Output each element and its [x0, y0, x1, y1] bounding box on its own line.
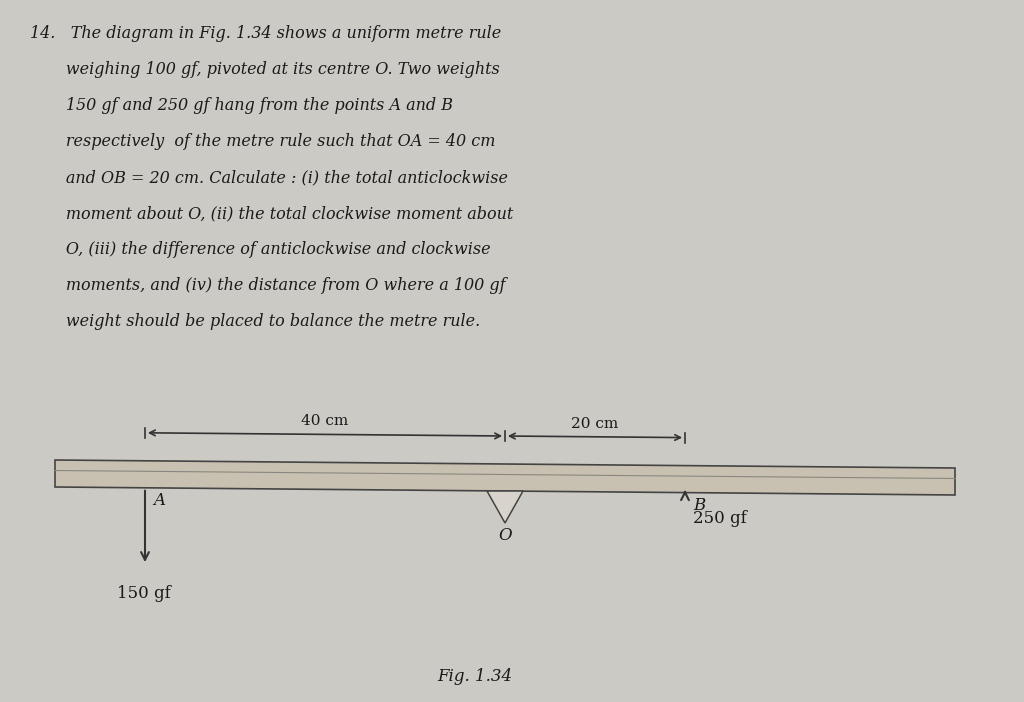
Text: weight should be placed to balance the metre rule.: weight should be placed to balance the m… — [30, 313, 480, 330]
Text: and OB = 20 cm. Calculate : (i) the total anticlockwise: and OB = 20 cm. Calculate : (i) the tota… — [30, 169, 508, 186]
Text: weighing 100 gf, pivoted at its centre O. Two weights: weighing 100 gf, pivoted at its centre O… — [30, 61, 500, 78]
Text: A: A — [153, 492, 165, 509]
Text: 40 cm: 40 cm — [301, 414, 348, 428]
Text: 250 gf: 250 gf — [693, 510, 746, 527]
Text: moments, and (iv) the distance from O where a 100 gf: moments, and (iv) the distance from O wh… — [30, 277, 506, 294]
Text: respectively  of the metre rule such that OA = 40 cm: respectively of the metre rule such that… — [30, 133, 496, 150]
Polygon shape — [55, 460, 955, 495]
Text: 150 gf and 250 gf hang from the points A and B: 150 gf and 250 gf hang from the points A… — [30, 97, 453, 114]
Polygon shape — [487, 491, 523, 523]
Text: 20 cm: 20 cm — [571, 417, 618, 431]
Text: moment about O, (ii) the total clockwise moment about: moment about O, (ii) the total clockwise… — [30, 205, 513, 222]
Text: Fig. 1.34: Fig. 1.34 — [437, 668, 513, 685]
Text: 150 gf: 150 gf — [117, 585, 171, 602]
Text: B: B — [693, 496, 706, 514]
Text: O: O — [499, 527, 512, 544]
Text: O, (iii) the difference of anticlockwise and clockwise: O, (iii) the difference of anticlockwise… — [30, 241, 490, 258]
Text: 14.   The diagram in Fig. 1.34 shows a uniform metre rule: 14. The diagram in Fig. 1.34 shows a uni… — [30, 25, 502, 42]
